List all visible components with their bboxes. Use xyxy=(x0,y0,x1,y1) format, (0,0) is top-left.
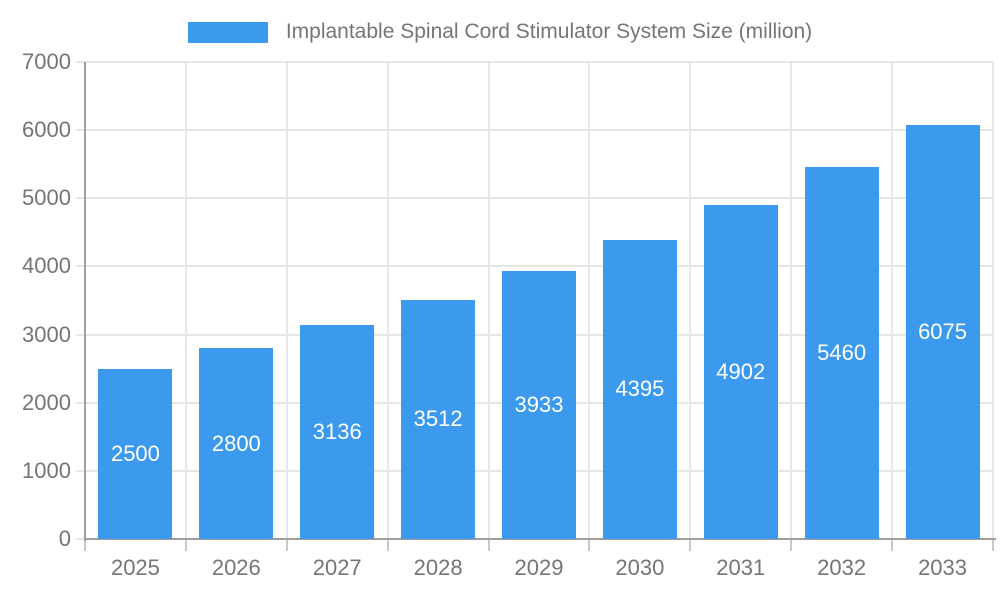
y-gridline xyxy=(85,197,993,200)
x-tick-mark xyxy=(184,539,187,551)
y-tick-label: 6000 xyxy=(22,117,71,143)
y-gridline xyxy=(85,61,993,63)
bar xyxy=(703,204,778,539)
x-tick-mark xyxy=(790,539,793,551)
y-tick-label: 0 xyxy=(58,526,71,551)
x-tick-label: 2025 xyxy=(110,555,160,580)
x-tick-mark xyxy=(84,539,86,551)
legend-label: Implantable Spinal Cord Stimulator Syste… xyxy=(285,20,813,43)
y-tick-label: 1000 xyxy=(22,457,71,483)
chart-legend: Implantable Spinal Cord Stimulator Syste… xyxy=(0,20,1000,44)
bar-value-label: 6075 xyxy=(918,319,968,345)
x-gridline xyxy=(386,62,389,539)
x-tick-mark xyxy=(386,539,389,551)
bar-value-label: 2500 xyxy=(110,440,160,466)
y-tick-label: 3000 xyxy=(22,321,71,347)
x-tick-label: 2027 xyxy=(312,555,362,580)
bar-value-label: 3136 xyxy=(312,419,362,445)
x-gridline xyxy=(992,62,994,539)
y-tick-mark xyxy=(76,333,85,336)
bar xyxy=(905,125,980,539)
x-tick-mark xyxy=(891,539,894,551)
y-gridline xyxy=(85,265,993,268)
x-gridline xyxy=(790,62,793,539)
x-tick-mark xyxy=(689,539,692,551)
x-gridline xyxy=(891,62,894,539)
bar xyxy=(300,325,375,539)
bar xyxy=(602,239,677,539)
bar xyxy=(401,299,476,539)
x-tick-label: 2032 xyxy=(817,555,867,580)
bar xyxy=(98,368,173,539)
y-axis-line xyxy=(84,62,86,541)
legend-swatch xyxy=(187,21,268,43)
y-tick-mark xyxy=(76,197,85,200)
bar-value-label: 3933 xyxy=(514,391,564,417)
x-tick-label: 2028 xyxy=(413,555,463,580)
x-gridline xyxy=(689,62,692,539)
bar-value-label: 2800 xyxy=(211,430,261,456)
x-gridline xyxy=(285,62,288,539)
y-tick-mark xyxy=(76,129,85,132)
bar xyxy=(804,166,879,539)
bar xyxy=(199,348,274,539)
bar-value-label: 3512 xyxy=(413,406,463,432)
y-tick-label: 4000 xyxy=(22,253,71,279)
y-tick-label: 2000 xyxy=(22,389,71,415)
x-tick-label: 2031 xyxy=(716,555,766,580)
x-gridline xyxy=(184,62,187,539)
bar-value-label: 5460 xyxy=(817,339,867,365)
bar-value-label: 4395 xyxy=(615,376,665,402)
x-tick-mark xyxy=(588,539,591,551)
x-tick-label: 2029 xyxy=(514,555,564,580)
y-tick-label: 5000 xyxy=(22,185,71,211)
y-tick-mark xyxy=(76,469,85,472)
x-gridline xyxy=(487,62,490,539)
y-tick-mark xyxy=(76,401,85,404)
y-tick-mark xyxy=(76,538,85,540)
y-tick-label: 7000 xyxy=(22,49,71,74)
x-tick-label: 2033 xyxy=(918,555,968,580)
x-tick-label: 2030 xyxy=(615,555,665,580)
x-tick-mark xyxy=(487,539,490,551)
x-tick-mark xyxy=(285,539,288,551)
x-tick-label: 2026 xyxy=(211,555,261,580)
y-tick-mark xyxy=(76,61,85,63)
x-axis-line xyxy=(84,538,996,540)
bar-value-label: 4902 xyxy=(716,358,766,384)
bar xyxy=(502,270,576,539)
y-tick-mark xyxy=(76,265,85,268)
x-gridline xyxy=(588,62,591,539)
y-gridline xyxy=(85,129,993,132)
x-tick-mark xyxy=(992,539,994,551)
